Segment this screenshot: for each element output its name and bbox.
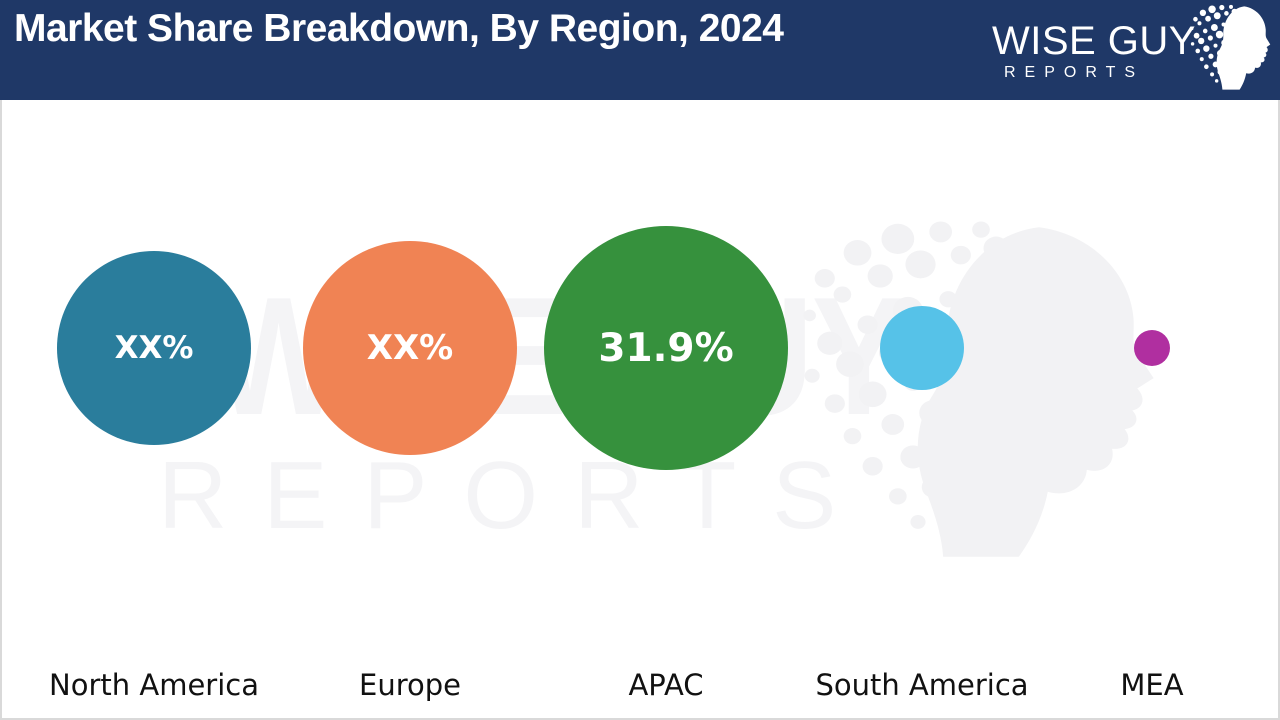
bubble-apac: 31.9%	[544, 226, 788, 470]
wiseguy-head-icon	[1190, 4, 1271, 90]
bubble-mea	[1134, 330, 1170, 366]
category-label-apac: APAC	[628, 668, 704, 702]
logo-wordmark: WISE GUY	[991, 19, 1196, 63]
bubble-value-label-apac: 31.9%	[598, 325, 734, 371]
wiseguy-logo: WISE GUY REPORTS	[992, 4, 1274, 92]
category-label-mea: MEA	[1120, 668, 1184, 702]
bubble-europe: XX%	[303, 241, 517, 455]
bubble-value-label-europe: XX%	[366, 328, 454, 368]
bubble-value-label-north-america: XX%	[114, 330, 194, 366]
bubble-south-america	[880, 306, 964, 390]
wiseguy-logo-text: WISE GUY REPORTS	[992, 21, 1196, 81]
category-label-south-america: South America	[815, 668, 1029, 702]
logo-subtext: REPORTS	[1003, 64, 1145, 81]
watermark-reports: REPORTS	[158, 442, 873, 549]
page-title: Market Share Breakdown, By Region, 2024	[14, 7, 784, 50]
bubble-north-america: XX%	[57, 251, 251, 445]
category-label-north-america: North America	[49, 668, 259, 702]
category-label-europe: Europe	[359, 668, 461, 702]
watermark-head-icon	[803, 221, 1154, 557]
header-bar: Market Share Breakdown, By Region, 2024 …	[0, 0, 1280, 100]
